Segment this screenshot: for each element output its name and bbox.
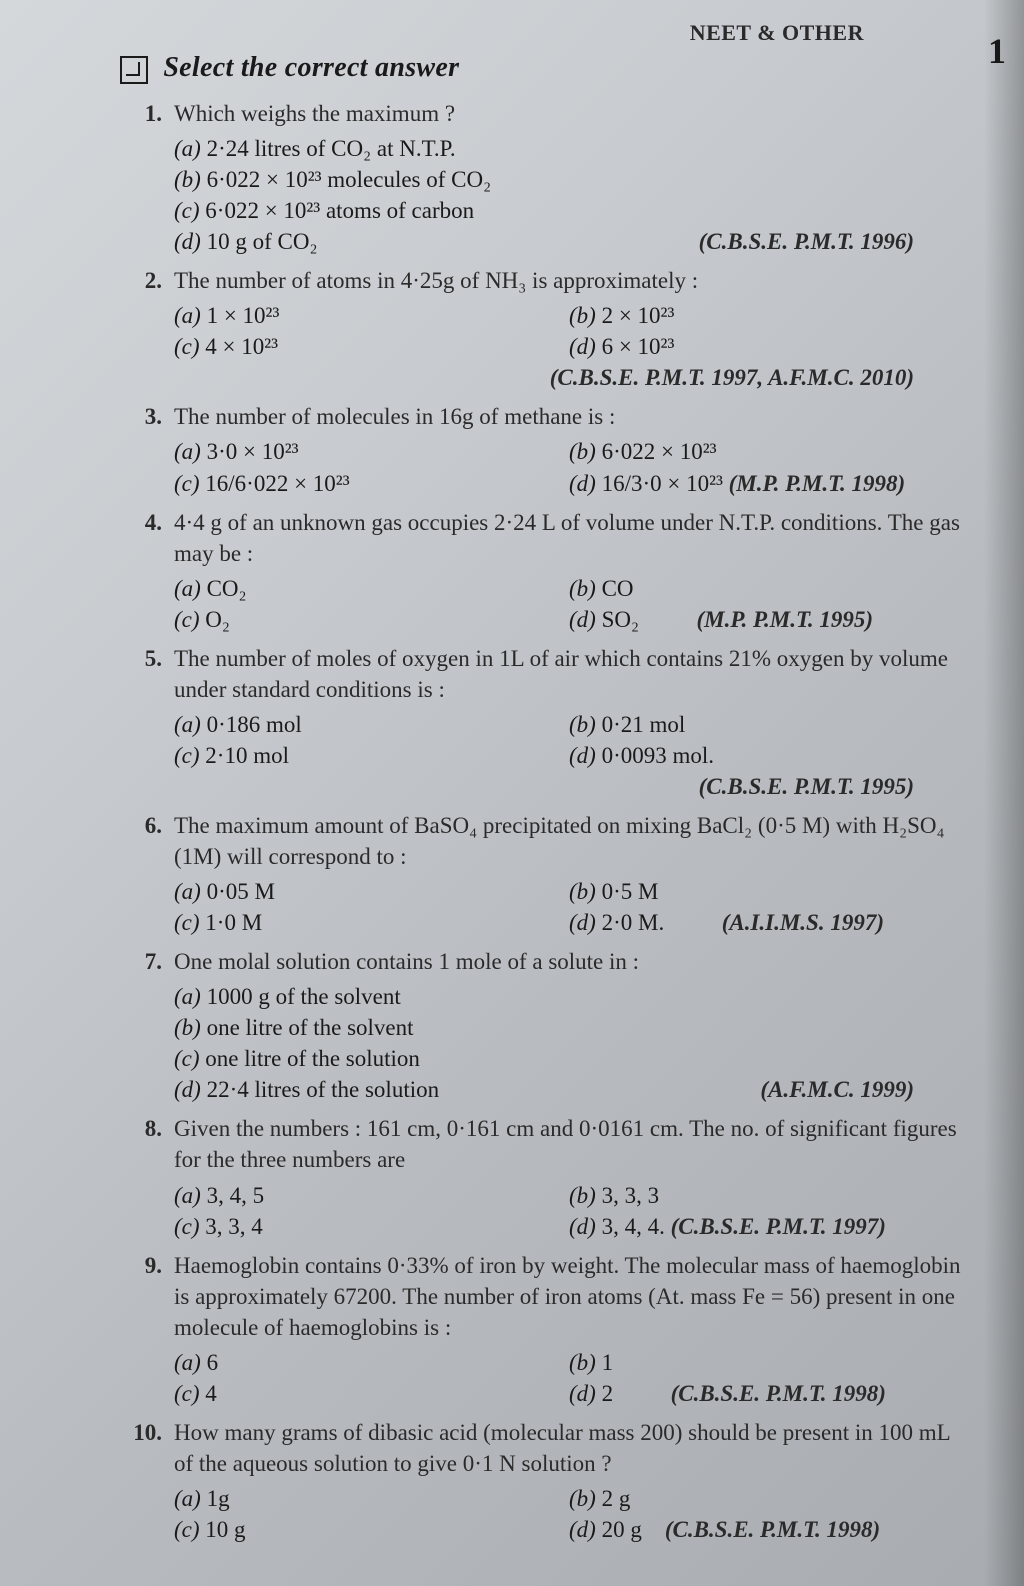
question-3: 3. The number of molecules in 16g of met… [120,401,964,432]
opt-a: 1000 g of the solvent [207,984,401,1009]
question-8: 8. Given the numbers : 161 cm, 0·161 cm … [120,1113,964,1175]
opt-c: 16/6·022 × 10²³ [205,471,349,496]
question-text: Which weighs the maximum ? [174,98,964,129]
opt-b: 6·022 × 10²³ molecules of CO₂ [207,167,492,192]
opt-c: 1·0 M [205,910,262,935]
reference: (A.F.M.C. 1999) [760,1077,914,1102]
reference: (M.P. P.M.T. 1995) [697,607,874,632]
question-text: The number of atoms in 4·25g of NH₃ is a… [174,265,964,296]
opt-b: 1 [602,1350,614,1375]
opt-c: one litre of the solution [205,1046,420,1071]
question-number: 8. [120,1113,174,1144]
question-text: The maximum amount of BaSO₄ precipitated… [174,810,964,872]
checkbox-icon [120,56,148,84]
opt-b: CO [602,576,634,601]
opt-d: 20 g [602,1517,642,1542]
options-6: (a) 0·05 M (b) 0·5 M (c) 1·0 M (d) 2·0 M… [174,876,964,938]
opt-d: 2 [602,1381,614,1406]
section-title: Select the correct answer [120,52,964,84]
opt-d: 2·0 M. [602,910,665,935]
opt-b: 3, 3, 3 [602,1183,660,1208]
opt-a: 2·24 litres of CO₂ at N.T.P. [207,136,456,161]
question-6: 6. The maximum amount of BaSO₄ precipita… [120,810,964,872]
options-9: (a) 6 (b) 1 (c) 4 (d) 2 (C.B.S.E. P.M.T.… [174,1347,964,1409]
opt-c: 3, 3, 4 [205,1214,263,1239]
page-shadow [984,0,1024,1586]
opt-a: 0·186 mol [207,712,302,737]
question-number: 4. [120,507,174,538]
options-8: (a) 3, 4, 5 (b) 3, 3, 3 (c) 3, 3, 4 (d) … [174,1180,964,1242]
opt-b: 0·21 mol [602,712,686,737]
question-1: 1. Which weighs the maximum ? [120,98,964,129]
opt-c: O₂ [205,607,230,632]
opt-a: 3·0 × 10²³ [207,439,299,464]
reference: (C.B.S.E. P.M.T. 1996) [699,229,914,254]
question-number: 10. [120,1417,174,1448]
question-9: 9. Haemoglobin contains 0·33% of iron by… [120,1250,964,1343]
question-text: The number of molecules in 16g of methan… [174,401,964,432]
reference: (C.B.S.E. P.M.T. 1998) [665,1517,880,1542]
question-number: 3. [120,401,174,432]
options-4: (a) CO₂ (b) CO (c) O₂ (d) SO₂ (M.P. P.M.… [174,573,964,635]
question-text: Given the numbers : 161 cm, 0·161 cm and… [174,1113,964,1175]
options-10: (a) 1g (b) 2 g (c) 10 g (d) 20 g (C.B.S.… [174,1483,964,1545]
question-5: 5. The number of moles of oxygen in 1L o… [120,643,964,705]
header-partial: NEET & OTHER [120,20,964,46]
opt-d: 0·0093 mol. [602,743,714,768]
question-7: 7. One molal solution contains 1 mole of… [120,946,964,977]
opt-b: 0·5 M [602,879,659,904]
reference: (C.B.S.E. P.M.T. 1997, A.F.M.C. 2010) [550,365,914,390]
opt-c: 10 g [205,1517,245,1542]
opt-c: 6·022 × 10²³ atoms of carbon [205,198,474,223]
opt-b: 6·022 × 10²³ [602,439,717,464]
question-number: 9. [120,1250,174,1281]
question-text: One molal solution contains 1 mole of a … [174,946,964,977]
opt-d: 10 g of CO₂ [207,229,318,254]
question-4: 4. 4·4 g of an unknown gas occupies 2·24… [120,507,964,569]
opt-d: 3, 4, 4. [602,1214,665,1239]
opt-b: one litre of the solvent [207,1015,414,1040]
opt-c: 2·10 mol [205,743,289,768]
reference: (C.B.S.E. P.M.T. 1998) [671,1381,886,1406]
options-3: (a) 3·0 × 10²³ (b) 6·022 × 10²³ (c) 16/6… [174,436,964,498]
opt-c: 4 [205,1381,217,1406]
opt-a: 6 [207,1350,219,1375]
reference: (C.B.S.E. P.M.T. 1997) [671,1214,886,1239]
opt-b: 2 × 10²³ [602,303,675,328]
opt-a: 0·05 M [207,879,275,904]
reference: (C.B.S.E. P.M.T. 1995) [699,774,914,799]
question-number: 2. [120,265,174,296]
question-number: 6. [120,810,174,841]
options-7: (a) 1000 g of the solvent (b) one litre … [174,981,964,1105]
options-2: (a) 1 × 10²³ (b) 2 × 10²³ (c) 4 × 10²³ (… [174,300,964,393]
question-10: 10. How many grams of dibasic acid (mole… [120,1417,964,1479]
question-text: The number of moles of oxygen in 1L of a… [174,643,964,705]
opt-a: CO₂ [207,576,247,601]
section-title-text: Select the correct answer [163,52,459,83]
opt-a: 1g [207,1486,230,1511]
question-number: 5. [120,643,174,674]
page: 1 NEET & OTHER Select the correct answer… [0,0,1024,1585]
opt-b: 2 g [602,1486,631,1511]
opt-d: 16/3·0 × 10²³ [602,471,723,496]
question-text: 4·4 g of an unknown gas occupies 2·24 L … [174,507,964,569]
reference: (A.I.I.M.S. 1997) [722,910,884,935]
options-1: (a) 2·24 litres of CO₂ at N.T.P. (b) 6·0… [174,133,964,257]
opt-d: 6 × 10²³ [602,334,675,359]
opt-d: 22·4 litres of the solution [207,1077,440,1102]
opt-d: SO₂ [602,607,639,632]
question-number: 7. [120,946,174,977]
question-number: 1. [120,98,174,129]
question-2: 2. The number of atoms in 4·25g of NH₃ i… [120,265,964,296]
question-text: How many grams of dibasic acid (molecula… [174,1417,964,1479]
reference: (M.P. P.M.T. 1998) [729,471,906,496]
question-text: Haemoglobin contains 0·33% of iron by we… [174,1250,964,1343]
opt-a: 3, 4, 5 [207,1183,265,1208]
opt-c: 4 × 10²³ [205,334,278,359]
opt-a: 1 × 10²³ [207,303,280,328]
options-5: (a) 0·186 mol (b) 0·21 mol (c) 2·10 mol … [174,709,964,802]
